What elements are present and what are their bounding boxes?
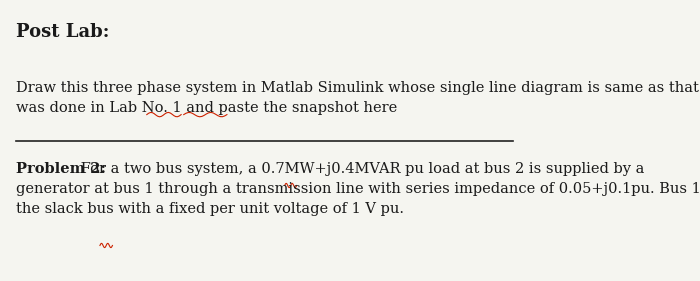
Text: For a two bus system, a 0.7MW+j0.4MVAR pu load at bus 2 is supplied by a
generat: For a two bus system, a 0.7MW+j0.4MVAR p… xyxy=(15,162,700,216)
Text: Draw this three phase system in Matlab Simulink whose single line diagram is sam: Draw this three phase system in Matlab S… xyxy=(15,81,699,115)
Text: Post Lab:: Post Lab: xyxy=(15,23,109,41)
Text: Problem 2:: Problem 2: xyxy=(15,162,106,176)
